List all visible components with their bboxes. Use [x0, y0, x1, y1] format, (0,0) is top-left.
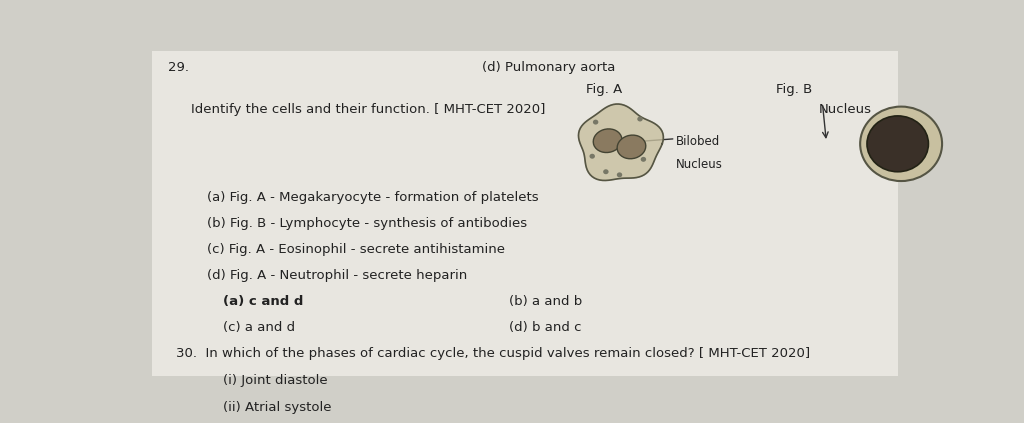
Text: (b) Fig. B - Lymphocyte - synthesis of antibodies: (b) Fig. B - Lymphocyte - synthesis of a… [207, 217, 527, 230]
Text: Nucleus: Nucleus [818, 103, 871, 116]
Text: (d) Fig. A - Neutrophil - secrete heparin: (d) Fig. A - Neutrophil - secrete hepari… [207, 269, 468, 282]
Circle shape [641, 157, 646, 162]
Text: (c) a and d: (c) a and d [223, 321, 295, 334]
Text: Identify the cells and their function. [ MHT-CET 2020]: Identify the cells and their function. [… [191, 103, 546, 116]
Text: 29.: 29. [168, 60, 188, 74]
Text: Fig. B: Fig. B [776, 83, 813, 96]
Circle shape [867, 116, 929, 172]
Circle shape [860, 107, 942, 181]
Polygon shape [579, 104, 664, 181]
Text: 30.  In which of the phases of cardiac cycle, the cuspid valves remain closed? [: 30. In which of the phases of cardiac cy… [176, 347, 810, 360]
Text: (c) Fig. A - Eosinophil - secrete antihistamine: (c) Fig. A - Eosinophil - secrete antihi… [207, 243, 506, 256]
Ellipse shape [617, 135, 646, 159]
Circle shape [637, 116, 643, 121]
Text: (b) a and b: (b) a and b [509, 295, 583, 308]
Text: (ii) Atrial systole: (ii) Atrial systole [223, 401, 332, 414]
Circle shape [603, 169, 608, 174]
Circle shape [593, 120, 598, 125]
Text: Nucleus: Nucleus [676, 158, 723, 171]
Text: (a) c and d: (a) c and d [223, 295, 303, 308]
Text: (d) Pulmonary aorta: (d) Pulmonary aorta [482, 60, 615, 74]
Text: (d) b and c: (d) b and c [509, 321, 582, 334]
Circle shape [590, 154, 595, 159]
FancyBboxPatch shape [152, 51, 898, 376]
Ellipse shape [593, 129, 622, 153]
Text: Bilobed: Bilobed [676, 135, 720, 148]
Text: (a) Fig. A - Megakaryocyte - formation of platelets: (a) Fig. A - Megakaryocyte - formation o… [207, 191, 539, 204]
Text: Fig. A: Fig. A [586, 83, 623, 96]
Text: (i) Joint diastole: (i) Joint diastole [223, 374, 328, 387]
Circle shape [616, 172, 623, 177]
